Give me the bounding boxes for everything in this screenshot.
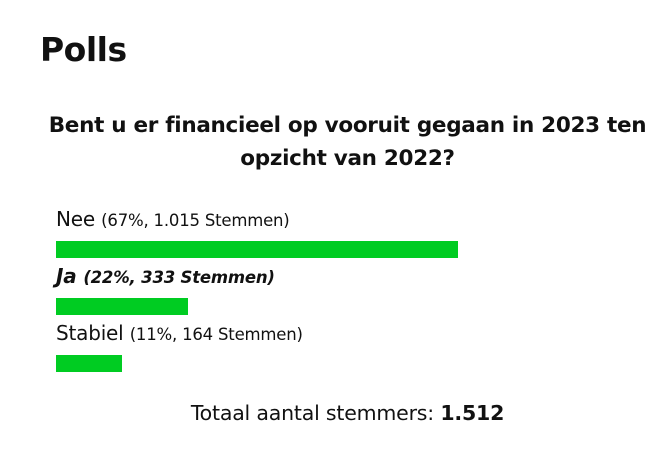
option-detail: (22%, 333 Stemmen): [83, 268, 275, 287]
result-bar: [56, 355, 122, 372]
result-bar-track: [56, 298, 656, 315]
option-detail: (11%, 164 Stemmen): [129, 325, 303, 344]
result-bar: [56, 241, 458, 258]
poll-option-ja[interactable]: Ja (22%, 333 Stemmen): [56, 261, 576, 318]
result-bar-track: [56, 241, 656, 258]
option-name: Ja: [56, 264, 77, 288]
result-bar-track: [56, 355, 656, 372]
result-bar: [56, 298, 188, 315]
poll-option-stabiel[interactable]: Stabiel (11%, 164 Stemmen): [56, 318, 576, 375]
poll-option-nee[interactable]: Nee (67%, 1.015 Stemmen): [56, 204, 576, 261]
poll-question: Bent u er financieel op vooruit gegaan i…: [48, 113, 647, 171]
total-voters-label: Totaal aantal stemmers:: [190, 401, 434, 425]
option-name: Nee: [56, 207, 95, 231]
option-label: Stabiel (11%, 164 Stemmen): [56, 318, 576, 350]
page-title: Polls: [40, 30, 127, 69]
total-voters: Totaal aantal stemmers: 1.512: [0, 398, 657, 428]
total-voters-count: 1.512: [440, 401, 505, 425]
option-label: Ja (22%, 333 Stemmen): [56, 261, 576, 293]
option-detail: (67%, 1.015 Stemmen): [101, 211, 290, 230]
option-label: Nee (67%, 1.015 Stemmen): [56, 204, 576, 236]
option-name: Stabiel: [56, 321, 124, 345]
poll-options: Nee (67%, 1.015 Stemmen) Ja (22%, 333 St…: [56, 204, 576, 375]
